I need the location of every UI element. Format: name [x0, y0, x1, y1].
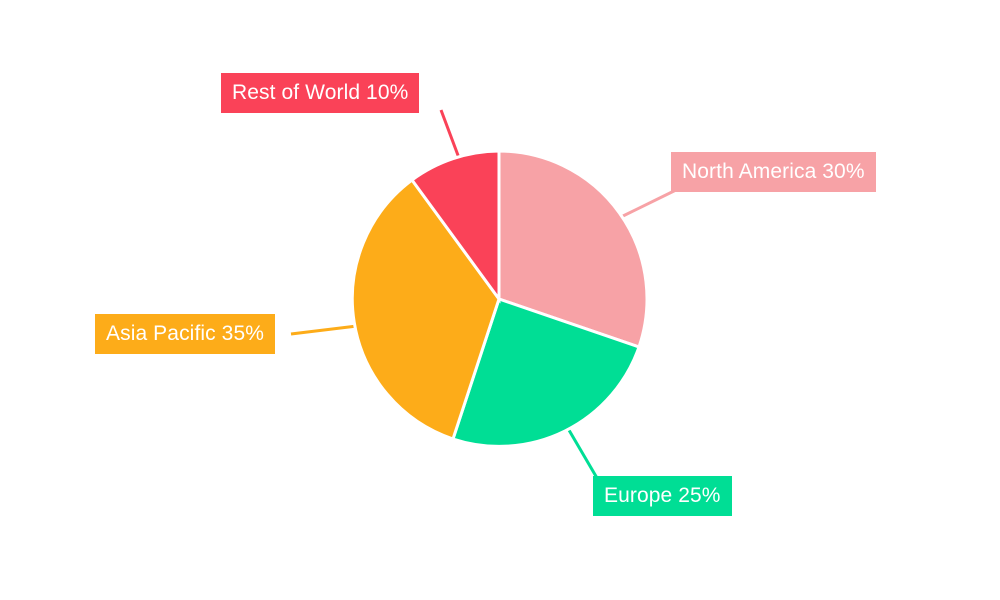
pie-label-north-america[interactable]: North America 30% — [671, 152, 876, 192]
pie-slice-asia-pacific[interactable] — [350, 177, 501, 441]
pie-label-asia-pacific[interactable]: Asia Pacific 35% — [95, 314, 276, 354]
leader-line-north-america — [622, 188, 677, 218]
leader-lines — [290, 109, 677, 479]
pie-slice-europe[interactable] — [451, 297, 641, 448]
pie-label-europe[interactable]: Europe 25% — [593, 476, 732, 516]
pie-slice-rest-of-world[interactable] — [409, 149, 501, 304]
pie-slices — [350, 149, 649, 448]
pie-label-rest-of-world[interactable]: Rest of World 10% — [221, 73, 420, 113]
leader-line-europe — [564, 424, 599, 479]
leader-line-rest-of-world — [439, 109, 461, 159]
leader-line-asia-pacific — [290, 324, 358, 336]
pie-slice-north-america[interactable] — [497, 149, 649, 349]
